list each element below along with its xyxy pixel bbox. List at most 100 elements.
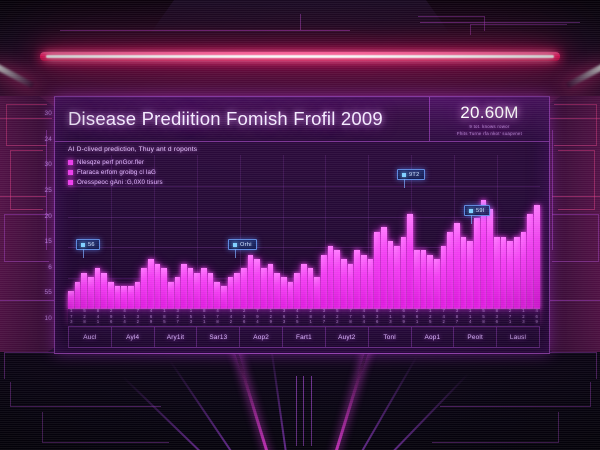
bar[interactable] xyxy=(320,254,327,309)
bar[interactable] xyxy=(121,286,127,309)
bar[interactable] xyxy=(414,250,420,309)
bar[interactable] xyxy=(207,272,214,309)
bar[interactable] xyxy=(161,268,167,309)
bar[interactable] xyxy=(434,259,440,309)
bar[interactable] xyxy=(221,286,227,309)
bar[interactable] xyxy=(500,236,507,309)
bar[interactable] xyxy=(114,286,121,309)
x-axis-tick-label: Sar13 xyxy=(197,327,241,347)
chart-callout-badge[interactable]: 9T2 xyxy=(397,169,425,188)
bar[interactable] xyxy=(480,200,487,309)
bar[interactable] xyxy=(380,227,387,309)
bar[interactable] xyxy=(181,263,187,309)
bar[interactable] xyxy=(347,263,354,309)
bar[interactable] xyxy=(287,281,294,309)
legend-item[interactable]: Nlesqze perf pnGor.fler xyxy=(68,157,163,167)
matrix-cell: 5 xyxy=(429,320,432,326)
bar[interactable] xyxy=(300,263,307,309)
chart-callout-badge[interactable]: 56 xyxy=(76,239,100,258)
bar[interactable] xyxy=(214,281,221,309)
bar[interactable] xyxy=(87,277,94,309)
bar[interactable] xyxy=(247,254,254,309)
matrix-cell: 7 xyxy=(70,314,73,320)
bar[interactable] xyxy=(354,250,360,309)
bar[interactable] xyxy=(374,232,380,309)
bar[interactable] xyxy=(167,281,174,309)
floor-circuit-right-2 xyxy=(440,382,591,407)
matrix-row: 1 5 8 2 4 7 4 1 3 1 8 4 5 2 7 1 3 4 2 3 5 7 4 8 1 6 2 1 7 3 1 5 8 2 1 4 xyxy=(68,309,540,315)
wall-line-left-a xyxy=(0,118,52,119)
bar[interactable] xyxy=(261,268,267,309)
bar[interactable] xyxy=(533,204,540,309)
bar[interactable] xyxy=(154,263,161,309)
gridline-horizontal xyxy=(68,216,540,218)
bar[interactable] xyxy=(427,254,434,309)
bar[interactable] xyxy=(487,209,493,309)
bar[interactable] xyxy=(294,272,300,309)
bar[interactable] xyxy=(513,236,520,309)
bar[interactable] xyxy=(474,218,480,309)
bar[interactable] xyxy=(147,259,154,309)
bar[interactable] xyxy=(400,236,407,309)
bar[interactable] xyxy=(460,236,467,309)
bar[interactable] xyxy=(360,254,367,309)
floor xyxy=(0,352,600,450)
bar[interactable] xyxy=(420,250,427,309)
x-axis-tick-label: Fart1 xyxy=(283,327,326,347)
bar[interactable] xyxy=(440,245,447,309)
bar[interactable] xyxy=(281,277,287,309)
bar[interactable] xyxy=(387,241,394,309)
bar[interactable] xyxy=(127,286,134,309)
bar[interactable] xyxy=(367,259,374,309)
bar[interactable] xyxy=(274,272,280,309)
bar[interactable] xyxy=(227,277,234,309)
bar[interactable] xyxy=(94,268,101,309)
bar[interactable] xyxy=(107,281,114,309)
chart-callout-badge[interactable]: 59I xyxy=(464,205,490,224)
bar[interactable] xyxy=(307,268,314,309)
bar[interactable] xyxy=(74,281,81,309)
matrix-cell: 3 xyxy=(70,320,73,326)
bar[interactable] xyxy=(314,277,320,309)
matrix-cell: 8 xyxy=(202,309,206,314)
bar[interactable] xyxy=(134,281,141,309)
bar[interactable] xyxy=(327,245,334,309)
bar[interactable] xyxy=(507,241,513,309)
bar[interactable] xyxy=(520,232,527,309)
page-title: Disease Prediition Fomish Frofil 2009 xyxy=(68,108,383,129)
wall-line-left-b xyxy=(0,196,46,197)
bar[interactable] xyxy=(201,268,207,309)
bar[interactable] xyxy=(241,268,247,309)
bar[interactable] xyxy=(267,263,274,309)
bar[interactable] xyxy=(254,259,261,309)
bar[interactable] xyxy=(494,236,500,309)
legend-item[interactable]: Ftaraca erfom groibg cl laG xyxy=(68,167,163,177)
bar[interactable] xyxy=(454,222,460,309)
matrix-cell: 4 xyxy=(96,314,100,320)
bar[interactable] xyxy=(81,272,87,309)
legend-item-label: Ftaraca erfom groibg cl laG xyxy=(77,168,157,176)
matrix-cell: 8 xyxy=(216,320,219,326)
bar[interactable] xyxy=(141,268,147,309)
bar[interactable] xyxy=(101,272,107,309)
bar[interactable] xyxy=(394,245,400,309)
legend-item[interactable]: Oresspeoc gAni :G,0X0 tisurs xyxy=(68,177,163,187)
bar[interactable] xyxy=(467,241,474,309)
bar[interactable] xyxy=(174,277,181,309)
bar[interactable] xyxy=(407,213,414,309)
matrix-cell: 1 xyxy=(189,309,193,314)
x-axis-tick-label: Tonl xyxy=(369,327,412,347)
bar[interactable] xyxy=(187,268,194,309)
matrix-cell: 2 xyxy=(429,314,432,320)
matrix-cell: 4 xyxy=(123,320,126,326)
bar[interactable] xyxy=(68,290,74,309)
legend-item-label: Nlesqze perf pnGor.fler xyxy=(77,158,145,166)
chart-callout-badge[interactable]: Orhi xyxy=(228,239,257,258)
bar[interactable] xyxy=(334,250,340,309)
bar[interactable] xyxy=(340,259,347,309)
bar[interactable] xyxy=(447,232,454,309)
bar[interactable] xyxy=(234,272,241,309)
bar[interactable] xyxy=(527,213,533,309)
matrix-cell: 4 xyxy=(123,309,126,314)
bar[interactable] xyxy=(194,272,201,309)
